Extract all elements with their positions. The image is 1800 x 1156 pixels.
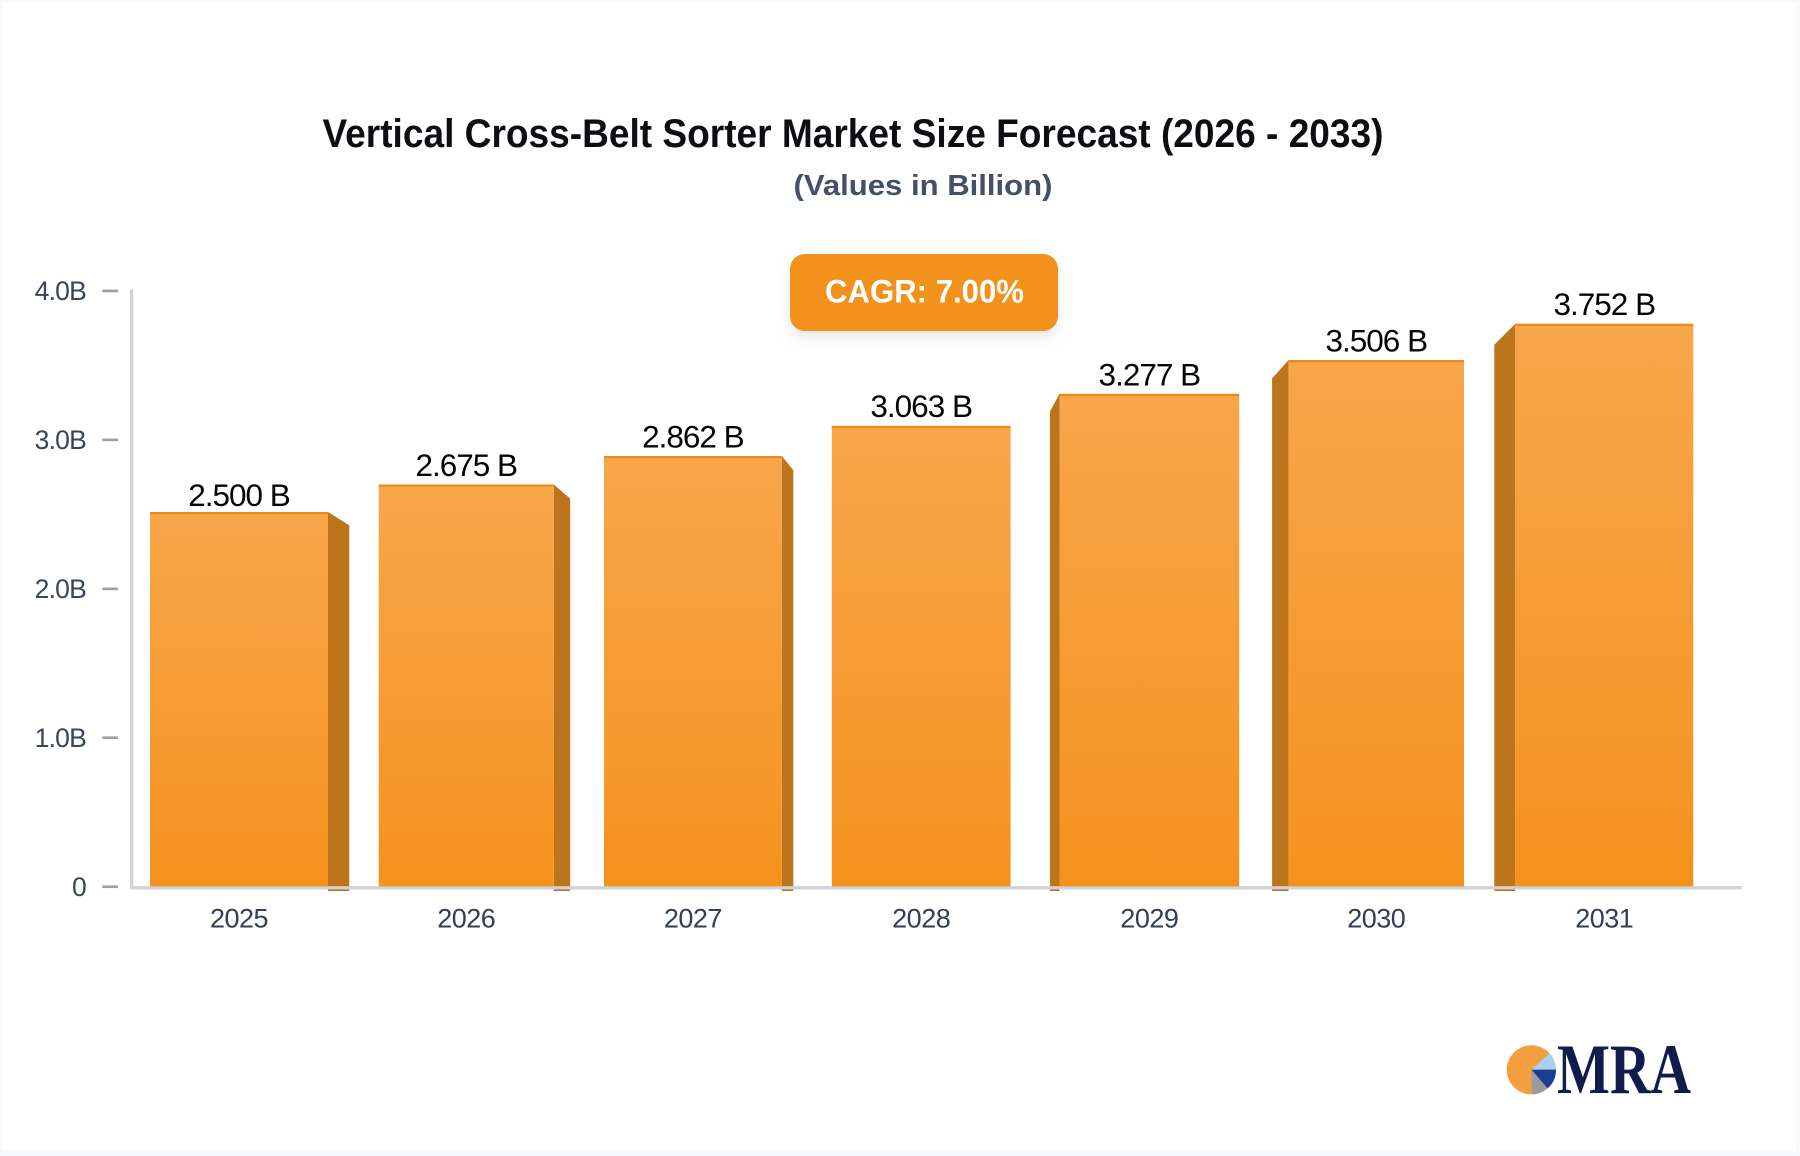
svg-text:2025: 2025 xyxy=(210,903,268,933)
svg-text:2028: 2028 xyxy=(892,903,950,933)
svg-text:2.675 B: 2.675 B xyxy=(415,447,517,483)
svg-text:MRA: MRA xyxy=(1557,1031,1691,1109)
svg-text:2030: 2030 xyxy=(1347,903,1405,933)
svg-text:Vertical Cross-Belt Sorter Mar: Vertical Cross-Belt Sorter Market Size F… xyxy=(323,112,1384,156)
svg-text:3.506 B: 3.506 B xyxy=(1326,323,1428,359)
svg-text:CAGR: 7.00%: CAGR: 7.00% xyxy=(825,273,1024,309)
svg-text:3.277 B: 3.277 B xyxy=(1099,356,1201,392)
svg-text:3.0B: 3.0B xyxy=(35,425,86,455)
svg-text:2.0B: 2.0B xyxy=(35,574,86,604)
svg-text:2.500 B: 2.500 B xyxy=(188,477,290,513)
svg-text:3.063 B: 3.063 B xyxy=(870,388,972,424)
svg-text:2031: 2031 xyxy=(1575,903,1633,933)
svg-text:0: 0 xyxy=(72,872,86,902)
svg-text:3.752 B: 3.752 B xyxy=(1554,286,1656,322)
svg-text:(Values in Billion): (Values in Billion) xyxy=(794,170,1053,202)
svg-text:2029: 2029 xyxy=(1120,903,1178,933)
svg-text:2.862 B: 2.862 B xyxy=(642,419,744,455)
svg-text:2026: 2026 xyxy=(437,903,495,933)
svg-text:2027: 2027 xyxy=(664,903,722,933)
svg-text:1.0B: 1.0B xyxy=(35,723,86,753)
svg-text:4.0B: 4.0B xyxy=(35,276,86,306)
